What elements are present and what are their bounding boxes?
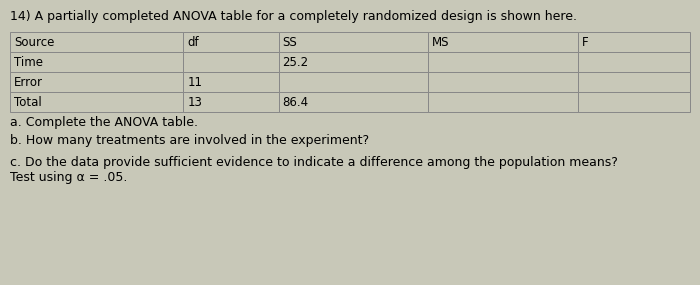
Bar [428,72,578,92]
Text: a. Complete the ANOVA table.: a. Complete the ANOVA table. [10,116,198,129]
Bar [578,92,690,112]
Bar [279,72,428,92]
Text: Source: Source [14,36,55,48]
Text: df: df [188,36,199,48]
Text: Error: Error [14,76,43,89]
Text: SS: SS [283,36,298,48]
Bar [578,52,690,72]
Text: Time: Time [14,56,43,68]
Text: MS: MS [432,36,449,48]
Text: 11: 11 [188,76,202,89]
Text: Total: Total [14,95,42,109]
Text: 13: 13 [188,95,202,109]
Bar [428,32,578,52]
Bar [428,52,578,72]
Bar [10,92,183,112]
Bar [10,72,183,92]
Bar [183,52,279,72]
Bar [578,32,690,52]
Text: F: F [582,36,589,48]
Text: c. Do the data provide sufficient evidence to indicate a difference among the po: c. Do the data provide sufficient eviden… [10,156,618,184]
Bar [428,92,578,112]
Text: b. How many treatments are involved in the experiment?: b. How many treatments are involved in t… [10,134,369,147]
Bar [279,92,428,112]
Text: 25.2: 25.2 [283,56,309,68]
Bar [10,52,183,72]
Bar [183,92,279,112]
Bar [279,32,428,52]
Bar [279,52,428,72]
Text: 14) A partially completed ANOVA table for a completely randomized design is show: 14) A partially completed ANOVA table fo… [10,10,577,23]
Bar [10,32,183,52]
Bar [183,72,279,92]
Bar [183,32,279,52]
Bar [578,72,690,92]
Text: 86.4: 86.4 [283,95,309,109]
